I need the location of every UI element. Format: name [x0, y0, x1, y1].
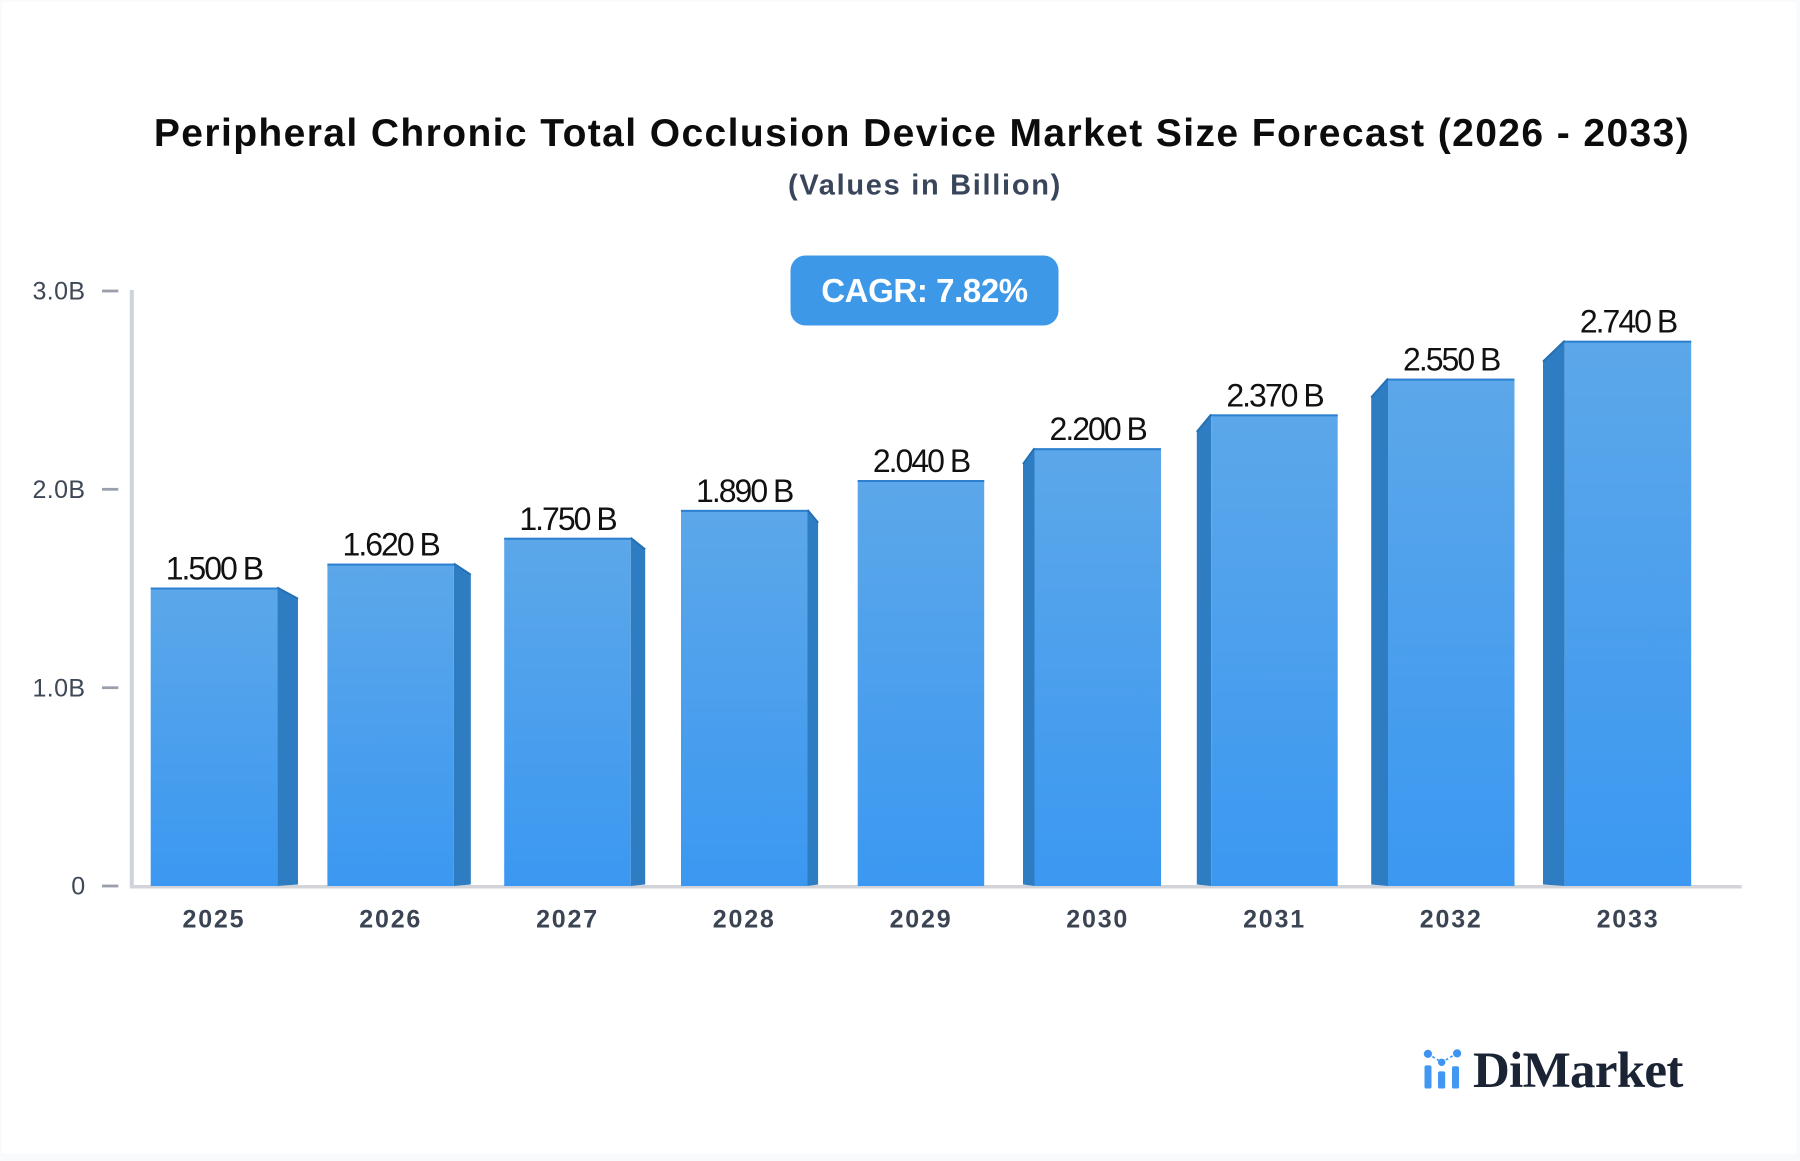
svg-text:1.890 B: 1.890 B: [696, 473, 793, 509]
svg-text:2.550 B: 2.550 B: [1403, 342, 1500, 378]
svg-text:2032: 2032: [1420, 906, 1483, 934]
svg-text:2.200 B: 2.200 B: [1050, 411, 1147, 447]
svg-text:2027: 2027: [536, 906, 599, 934]
svg-text:1.750 B: 1.750 B: [519, 501, 616, 537]
svg-text:3.0B: 3.0B: [32, 278, 85, 306]
svg-text:1.500 B: 1.500 B: [166, 551, 263, 587]
svg-text:2028: 2028: [713, 906, 776, 934]
svg-text:2031: 2031: [1243, 906, 1306, 934]
svg-text:2026: 2026: [359, 906, 422, 934]
svg-text:0: 0: [71, 873, 85, 901]
svg-text:2029: 2029: [890, 906, 953, 934]
svg-text:2.370 B: 2.370 B: [1226, 377, 1323, 413]
svg-text:Peripheral Chronic Total Occlu: Peripheral Chronic Total Occlusion Devic…: [154, 112, 1690, 155]
svg-text:2.040 B: 2.040 B: [873, 443, 970, 479]
svg-text:CAGR: 7.82%: CAGR: 7.82%: [821, 272, 1028, 309]
svg-text:2030: 2030: [1066, 906, 1129, 934]
svg-text:2033: 2033: [1597, 906, 1660, 934]
svg-text:1.620 B: 1.620 B: [343, 527, 440, 563]
svg-text:2.740 B: 2.740 B: [1580, 304, 1677, 340]
svg-text:DiMarket: DiMarket: [1473, 1043, 1683, 1099]
svg-text:1.0B: 1.0B: [32, 674, 85, 702]
svg-text:2025: 2025: [182, 906, 245, 934]
svg-text:2.0B: 2.0B: [32, 476, 85, 504]
svg-text:(Values in Billion): (Values in Billion): [788, 170, 1062, 202]
